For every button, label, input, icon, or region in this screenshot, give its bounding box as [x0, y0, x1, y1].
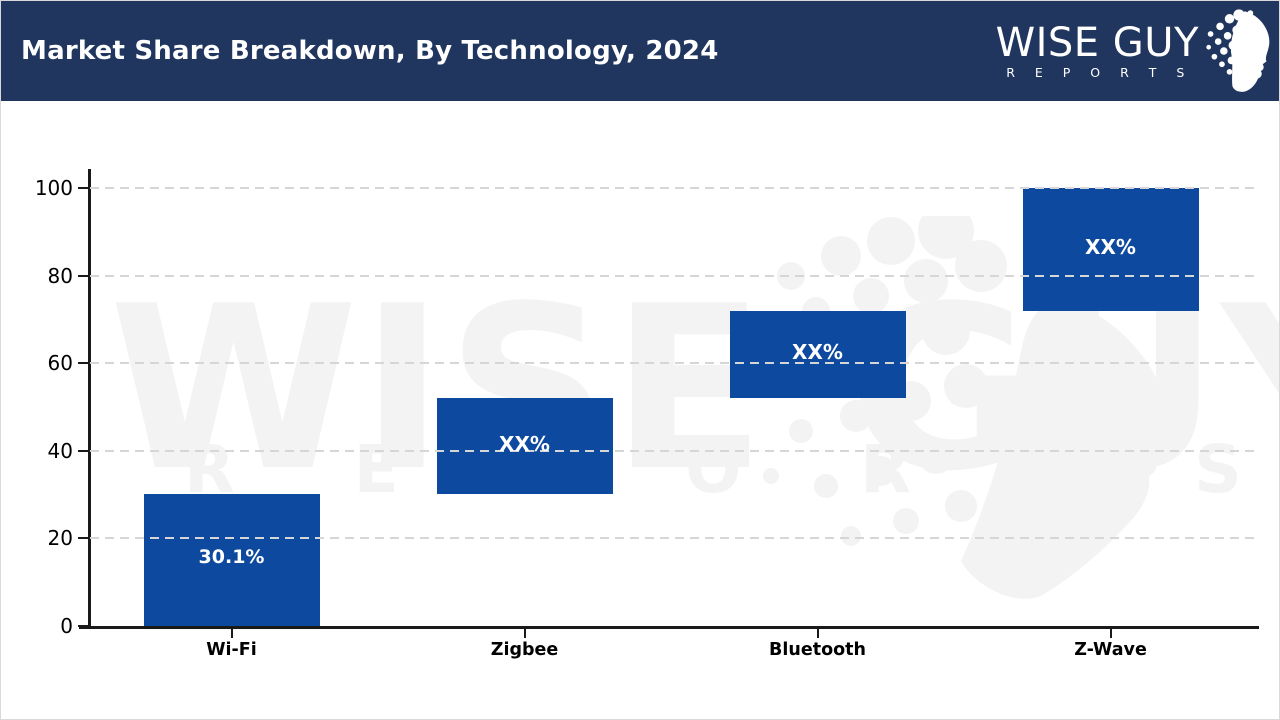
x-tick-zigbee	[523, 629, 526, 638]
y-tick-100	[78, 187, 88, 189]
y-tick-40	[78, 449, 88, 452]
brand-logo: WISE GUY R E P O R T S	[996, 5, 1275, 97]
bar-bluetooth	[729, 310, 906, 399]
grid-line-20	[90, 537, 1254, 540]
grid-line-100	[90, 187, 1254, 189]
y-tick-label-0: 0	[60, 614, 73, 638]
bar-label-z-wave: XX%	[1085, 235, 1136, 260]
brand-tagline: R E P O R T S	[1006, 65, 1193, 80]
x-tick-bluetooth	[816, 629, 819, 638]
y-tick-0	[78, 625, 88, 627]
brand-name: WISE GUY	[995, 20, 1199, 66]
x-tick-label-bluetooth: Bluetooth	[769, 640, 866, 660]
grid-line-40	[90, 449, 1254, 452]
x-tick-wi-fi	[230, 629, 233, 638]
header-bar: Market Share Breakdown, By Technology, 2…	[1, 1, 1279, 101]
x-tick-label-zigbee: Zigbee	[490, 640, 559, 660]
y-tick-label-60: 60	[47, 351, 73, 376]
y-tick-80	[78, 274, 88, 277]
y-tick-label-40: 40	[47, 438, 73, 463]
y-tick-label-20: 20	[47, 526, 73, 551]
logo-head-icon	[1206, 9, 1270, 92]
y-axis-line	[88, 169, 91, 629]
x-tick-label-z-wave: Z-Wave	[1074, 640, 1147, 660]
y-tick-label-80: 80	[47, 263, 73, 288]
chart-title: Market Share Breakdown, By Technology, 2…	[21, 36, 719, 66]
x-axis-line	[79, 626, 1259, 629]
grid-line-80	[90, 274, 1254, 277]
bar-label-bluetooth: XX%	[792, 340, 843, 365]
y-tick-20	[78, 537, 88, 540]
bar-label-zigbee: XX%	[499, 432, 550, 457]
bar-wi-fi	[143, 494, 320, 626]
x-tick-label-wi-fi: Wi-Fi	[206, 640, 257, 660]
grid-line-60	[90, 362, 1254, 365]
y-tick-60	[78, 362, 88, 365]
bar-label-wi-fi: 30.1%	[198, 546, 265, 569]
y-tick-label-100: 100	[34, 176, 73, 200]
bar-zigbee	[436, 398, 613, 495]
brand-logo-text: WISE GUY R E P O R T S	[996, 22, 1199, 80]
bar-z-wave	[1022, 188, 1199, 311]
x-tick-z-wave	[1109, 629, 1112, 638]
